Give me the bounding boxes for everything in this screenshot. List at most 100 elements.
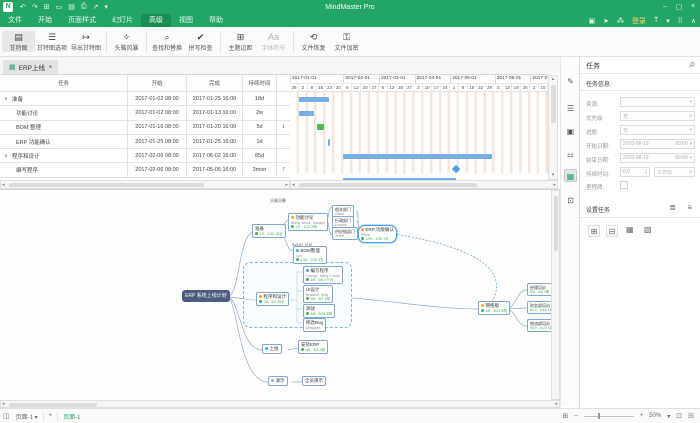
spin-up-icon[interactable]: ▴ — [645, 168, 647, 172]
remove-task-button[interactable]: ⊟ — [606, 225, 618, 237]
menu-file[interactable]: 文件 — [8, 17, 22, 24]
topic-node-install[interactable]: 安装ERP 6/5 - 6/9 1周 — [298, 340, 328, 354]
scroll-right-icon[interactable]: ▸ — [555, 401, 558, 407]
milestone-diamond[interactable] — [451, 164, 461, 173]
brainstorm-button[interactable]: ✧ 头脑风暴 — [110, 31, 143, 52]
gantt-view-button[interactable]: ▤ 甘特图 — [2, 31, 35, 52]
scroll-right-icon[interactable]: ▸ — [285, 182, 288, 188]
gantt-options-button[interactable]: ☰ 甘特图选项 — [37, 32, 68, 52]
login-button[interactable]: 登录 — [631, 17, 646, 25]
table-row[interactable]: 功能讨论 2017-01-02 08:00 2017-01-13 16:00 2w — [0, 106, 290, 121]
fit-screen-icon[interactable]: ⊡ — [676, 413, 683, 420]
new-document-icon[interactable]: ⊞ — [43, 4, 50, 11]
priority-select[interactable]: 无 ▾ — [620, 111, 695, 121]
topic-node-golive[interactable]: 上线 — [262, 344, 282, 354]
duration-stepper[interactable]: 0.0 ▴ ▾ — [620, 167, 650, 177]
table-row[interactable]: 编写程序 2017-02-06 08:00 2017-05-05 16:00 3mo… — [0, 163, 290, 178]
menu-slides[interactable]: 幻灯片 — [112, 17, 133, 24]
remove-subtask-button[interactable]: ▧ — [644, 225, 652, 234]
zoom-level[interactable]: 50% — [649, 413, 662, 419]
table-row[interactable]: ∨ 程序和设计 2017-02-06 08:00 2017-06-02 16:00 8… — [0, 149, 290, 164]
scroll-thumb[interactable] — [9, 182, 204, 187]
gantt-vertical-scrollbar[interactable]: ▴ ▾ — [548, 75, 558, 180]
menu-home[interactable]: 开始 — [38, 17, 52, 24]
spell-check-button[interactable]: ✔ 拼写检查 — [184, 31, 217, 52]
brainstorm-callout-label[interactable]: 头脑风暴 — [270, 198, 286, 203]
gantt-bar-prepare[interactable] — [298, 96, 329, 102]
topic-node-train2[interactable]: 财务部培训 6/12 - 6/16 1周 — [527, 301, 557, 315]
topic-node-meeting[interactable]: 全员演示 — [302, 376, 326, 386]
canvas-horizontal-scrollbar[interactable]: ◂ ▸ — [0, 400, 560, 408]
send-icon[interactable]: ➤ — [603, 17, 609, 25]
file-encrypt-button[interactable]: ⚿ 文件加密 — [330, 31, 363, 52]
expand-all-tasks-icon[interactable]: ≣ — [669, 203, 676, 212]
gantt-bar-coding[interactable] — [343, 178, 457, 180]
topic-node-coding[interactable]: 编写程序 George, Marty, Caven 2/6 - 5/5 3个月 — [303, 266, 344, 285]
gantt-bar-bom[interactable] — [316, 123, 324, 131]
topic-node-bom[interactable]: BOM整理 Lyn 1/16 - 1/20 5天 — [293, 246, 327, 265]
undo-icon[interactable]: ↶ — [20, 4, 26, 11]
topic-node-network[interactable]: 网络版 6/5 - 6/23 3周 — [478, 301, 510, 315]
scroll-down-icon[interactable]: ▾ — [551, 172, 555, 178]
print-icon[interactable]: ⎙ — [80, 3, 87, 10]
gantt-bar-confirm[interactable] — [328, 138, 331, 146]
topic-node-confirm[interactable]: ERP 功能确认 Steve 1/25 - 1/25 1天 — [358, 225, 397, 244]
zoom-out-button[interactable]: – — [574, 413, 578, 419]
export-gantt-button[interactable]: ↦ 导出甘特图 — [71, 32, 102, 52]
resource-input[interactable]: ▾ — [620, 97, 695, 107]
task-panel-icon[interactable]: ▦ — [564, 169, 577, 182]
scroll-thumb[interactable] — [299, 182, 477, 187]
apps-grid-icon[interactable]: ⠿ — [677, 17, 683, 25]
pin-icon[interactable]: ⚲ — [686, 61, 696, 70]
collapse-all-tasks-icon[interactable]: ≡ — [687, 203, 692, 212]
table-row[interactable]: BOM 整理 2017-01-16 08:00 2017-01-20 16:00 5… — [0, 120, 290, 135]
grid-view-icon[interactable]: ⊞ — [562, 413, 569, 420]
w5h1-callout-label[interactable]: 5W1H 讨论 — [292, 242, 313, 247]
zoom-caret-icon[interactable]: ▾ — [667, 413, 671, 420]
duration-unit-select[interactable]: 工作日 ▾ — [654, 167, 695, 177]
picture-icon[interactable]: ▣ — [566, 127, 575, 136]
collapse-caret-icon[interactable]: ∨ — [4, 152, 8, 159]
add-task-button[interactable]: ⊞ — [588, 225, 600, 237]
scroll-left-icon[interactable]: ◂ — [2, 182, 5, 188]
scroll-right-icon[interactable]: ▸ — [553, 182, 556, 188]
collapse-ribbon-icon[interactable]: ∧ — [690, 17, 696, 25]
share-nodes-icon[interactable]: ⁂ — [616, 17, 624, 25]
redo-icon[interactable]: ↷ — [31, 4, 38, 11]
scroll-left-icon[interactable]: ◂ — [292, 182, 295, 188]
page-selector[interactable]: 页面-1 ▾ — [15, 414, 38, 421]
topic-margin-button[interactable]: ⊞ 主题边距 — [224, 31, 257, 52]
add-page-button[interactable]: + — [48, 413, 53, 419]
chevron-down-icon[interactable]: ▾ — [689, 113, 692, 118]
symbol-icon[interactable]: ⊡ — [567, 196, 574, 205]
scroll-left-icon[interactable]: ◂ — [2, 401, 5, 407]
scroll-thumb[interactable] — [553, 196, 558, 251]
clipart-icon[interactable]: ⚏ — [566, 150, 575, 159]
minimize-button[interactable]: – — [663, 3, 667, 10]
scroll-thumb[interactable] — [9, 402, 97, 407]
chevron-down-icon[interactable]: ▾ — [689, 99, 692, 104]
scroll-up-icon[interactable]: ▴ — [551, 76, 555, 82]
save-icon[interactable]: ▤ — [68, 4, 75, 11]
chevron-down-icon[interactable]: ▾ — [689, 155, 692, 160]
table-row[interactable]: ERP 功能确认 2017-01-25 08:00 2017-01-25 16:0… — [0, 134, 290, 150]
close-button[interactable]: × — [690, 3, 696, 10]
open-icon[interactable]: ▭ — [55, 4, 63, 11]
zoom-slider-knob[interactable] — [597, 413, 601, 419]
share-icon[interactable]: ↗ — [92, 4, 99, 11]
spin-down-icon[interactable]: ▾ — [645, 171, 647, 175]
chevron-down-icon[interactable]: ▾ — [689, 169, 692, 174]
document-tab[interactable]: ▦ ERP上线 ● — [3, 60, 59, 74]
presentation-mode-icon[interactable]: ⊟ — [688, 413, 694, 420]
scroll-thumb[interactable] — [550, 85, 556, 123]
chevron-down-icon[interactable]: ▾ — [689, 141, 692, 146]
menu-view[interactable]: 视图 — [179, 17, 193, 24]
menu-page-style[interactable]: 页面样式 — [68, 17, 96, 24]
milestone-checkbox[interactable] — [620, 181, 628, 189]
topic-node-discuss[interactable]: 功能讨论 Ailery, Jence, Edward 1/2 - 1/13 2周 — [288, 213, 328, 232]
chevron-down-icon[interactable]: ▾ — [34, 414, 38, 421]
present-icon[interactable]: ▣ — [588, 17, 596, 25]
central-topic-node[interactable]: ERP 系统上线计划 — [182, 290, 230, 303]
end-date-picker[interactable]: 2020-08-19 00:00 ▾ — [620, 153, 695, 163]
style-pen-icon[interactable]: ✎ — [567, 77, 574, 86]
